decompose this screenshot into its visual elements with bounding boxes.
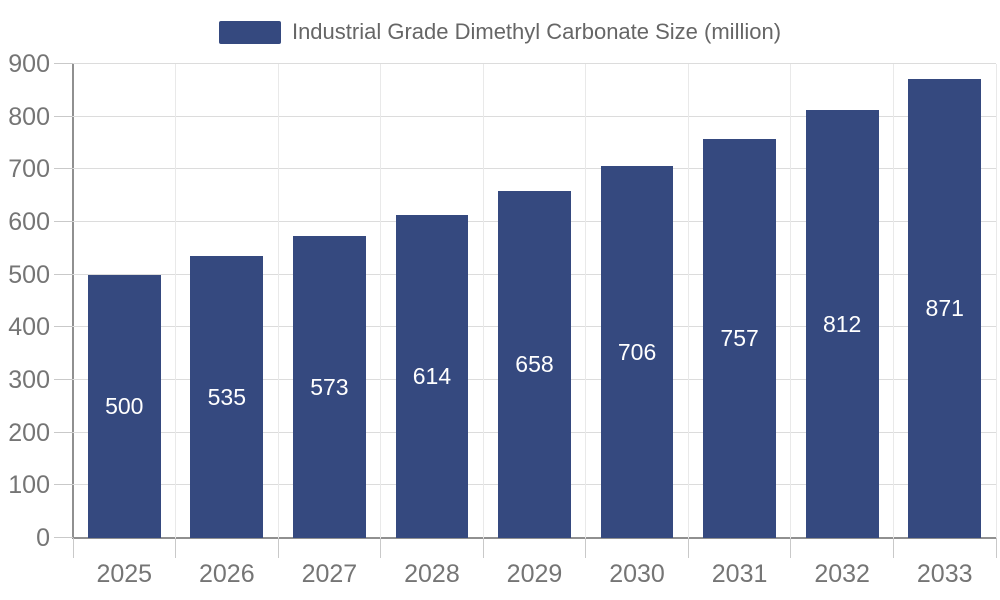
bar-2028[interactable]: 614: [395, 214, 469, 538]
x-axis-label: 2031: [711, 560, 768, 588]
bar-2027[interactable]: 573: [292, 236, 366, 538]
bar-value-label: 757: [720, 325, 759, 352]
y-axis-tick: [54, 115, 73, 117]
bar-value-label: 706: [617, 338, 657, 365]
x-axis-tick: [175, 538, 177, 558]
x-axis-tick: [482, 538, 484, 558]
x-axis-tick: [585, 538, 587, 558]
x-axis-label: 2026: [199, 560, 255, 588]
legend: Industrial Grade Dimethyl Carbonate Size…: [0, 19, 1000, 45]
gridline-horizontal: [73, 63, 996, 64]
bar-2031[interactable]: 757: [703, 139, 777, 538]
bar-2033[interactable]: 871: [908, 79, 982, 538]
x-axis-line: [72, 537, 997, 539]
x-axis-label: 2029: [506, 560, 563, 588]
y-axis-label: 800: [8, 102, 50, 131]
gridline-vertical: [790, 64, 792, 538]
y-axis-tick: [54, 273, 73, 275]
y-axis-line: [72, 64, 74, 538]
y-axis-label: 200: [8, 418, 50, 447]
x-axis-tick: [72, 538, 74, 558]
gridline-vertical: [175, 64, 177, 538]
legend-label: Industrial Grade Dimethyl Carbonate Size…: [291, 19, 782, 44]
bar-2032[interactable]: 812: [805, 110, 879, 538]
bar-value-label: 535: [207, 383, 247, 410]
bar-value-label: 614: [412, 362, 452, 389]
y-axis-tick: [54, 537, 73, 538]
x-axis-label: 2030: [609, 560, 665, 588]
x-axis-tick: [687, 538, 689, 558]
bar-2030[interactable]: 706: [600, 166, 674, 538]
bar-2026[interactable]: 535: [190, 256, 264, 538]
y-axis-tick: [54, 484, 73, 486]
y-axis-tick: [54, 326, 73, 328]
y-axis-label: 0: [36, 524, 50, 552]
bar-value-label: 500: [105, 392, 144, 419]
bar-2029[interactable]: 658: [498, 191, 571, 538]
legend-swatch-icon: [218, 20, 281, 44]
gridline-vertical: [482, 64, 484, 538]
y-axis-label: 500: [8, 260, 50, 289]
x-axis-label: 2028: [404, 560, 460, 588]
y-axis-label: 300: [8, 366, 50, 394]
bar-value-label: 871: [925, 295, 964, 322]
bar-2025[interactable]: 500: [87, 274, 161, 538]
gridline-horizontal: [73, 168, 996, 170]
x-axis-label: 2032: [814, 560, 870, 588]
bar-value-label: 658: [515, 351, 554, 378]
x-axis-tick: [790, 538, 792, 558]
x-axis-label: 2025: [96, 560, 153, 588]
y-axis-label: 600: [8, 208, 50, 236]
y-axis-tick: [54, 63, 73, 64]
x-axis-tick: [892, 538, 894, 558]
x-axis-tick: [277, 538, 279, 558]
gridline-vertical: [277, 64, 279, 538]
y-axis-tick: [54, 221, 73, 222]
gridline-vertical: [585, 64, 587, 538]
gridline-vertical: [380, 64, 382, 538]
plot-area: 500 535 573 614 658 706 757 812 871: [73, 63, 997, 538]
y-axis-label: 100: [8, 471, 50, 500]
y-axis-label: 400: [8, 313, 50, 342]
y-axis-label: 900: [8, 50, 50, 78]
x-axis-tick: [380, 538, 382, 558]
bar-value-label: 573: [310, 373, 349, 400]
gridline-vertical: [995, 64, 997, 538]
y-axis-tick: [54, 379, 73, 380]
y-axis-tick: [54, 168, 73, 170]
legend-item[interactable]: Industrial Grade Dimethyl Carbonate Size…: [218, 19, 782, 45]
gridline-horizontal: [73, 115, 996, 117]
x-axis-label: 2027: [301, 560, 358, 588]
y-axis-tick: [54, 431, 73, 433]
gridline-vertical: [687, 64, 689, 538]
gridline-vertical: [892, 64, 894, 538]
bar-value-label: 812: [822, 310, 862, 337]
y-axis-label: 700: [8, 155, 50, 184]
x-axis-tick: [995, 538, 997, 558]
x-axis-label: 2033: [916, 560, 973, 588]
